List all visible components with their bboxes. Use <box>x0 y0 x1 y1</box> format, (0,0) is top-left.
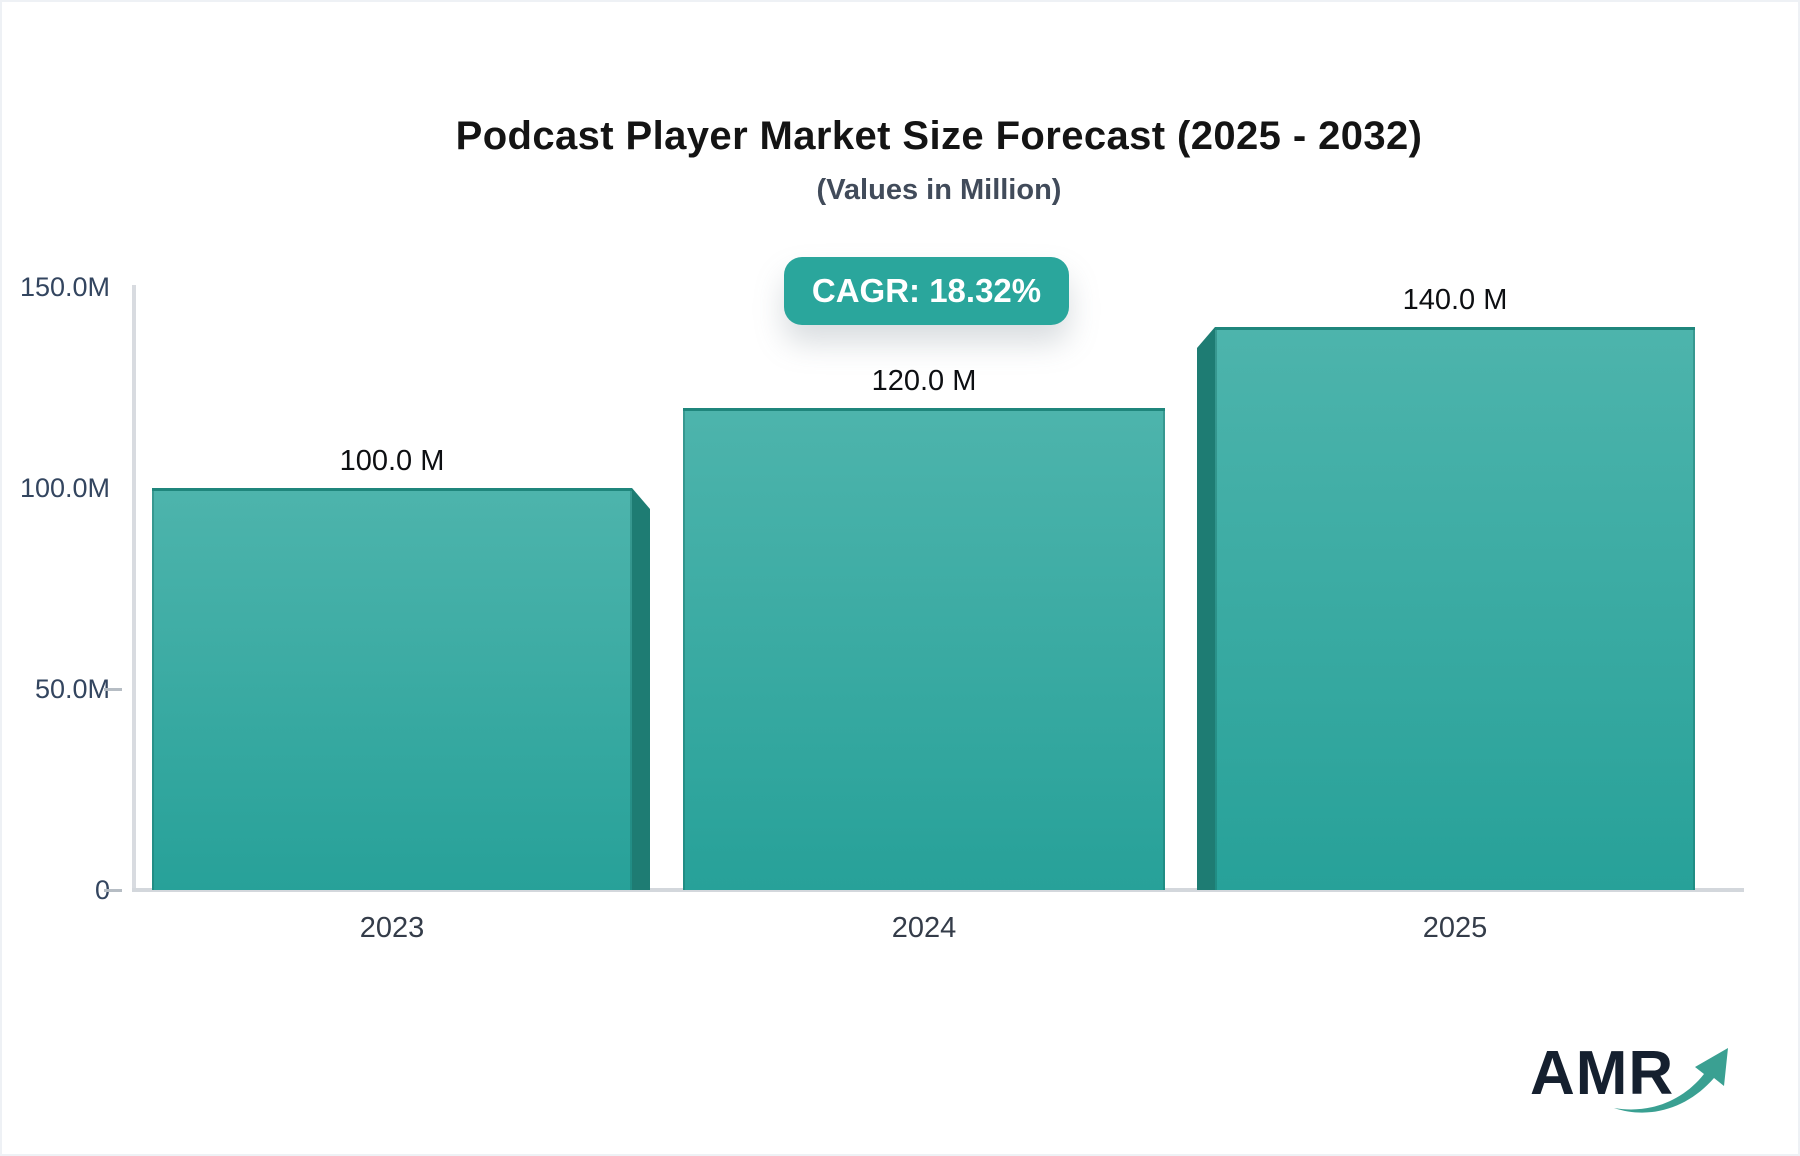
value-label-2023: 100.0 M <box>339 445 445 477</box>
value-label-2025: 140.0 M <box>1402 284 1508 316</box>
bar-2024[interactable] <box>683 408 1165 890</box>
cagr-badge-label: CAGR: 18.32% <box>811 272 1042 309</box>
cagr-badge: CAGR: 18.32% <box>784 257 1069 325</box>
y-tick-label-50.0M: 50.0M <box>34 674 110 704</box>
y-tick-label-150.0M: 150.0M <box>19 272 110 302</box>
chart-subtitle: (Values in Million) <box>816 174 1062 206</box>
y-tick-label-0: 0 <box>94 875 110 905</box>
bar-side-shadow-2025 <box>1197 327 1215 890</box>
bar-side-shadow-2023 <box>632 488 650 890</box>
category-label-2023: 2023 <box>359 912 425 944</box>
category-label-2025: 2025 <box>1422 912 1488 944</box>
y-tick-mark <box>104 889 122 892</box>
x-axis-line <box>132 888 1744 892</box>
y-tick-mark <box>104 688 122 691</box>
chart-title: Podcast Player Market Size Forecast (202… <box>455 114 1423 158</box>
bar-2025[interactable] <box>1215 327 1695 890</box>
growth-arrow-icon <box>1614 1048 1728 1113</box>
y-axis-line <box>132 285 136 892</box>
bar-2023[interactable] <box>152 488 632 890</box>
category-label-2024: 2024 <box>891 912 957 944</box>
y-tick-label-100.0M: 100.0M <box>19 473 110 503</box>
value-label-2024: 120.0 M <box>871 365 977 397</box>
amr-logo: AMR <box>1530 1032 1728 1122</box>
amr-logo-text: AMR <box>1530 1039 1675 1108</box>
